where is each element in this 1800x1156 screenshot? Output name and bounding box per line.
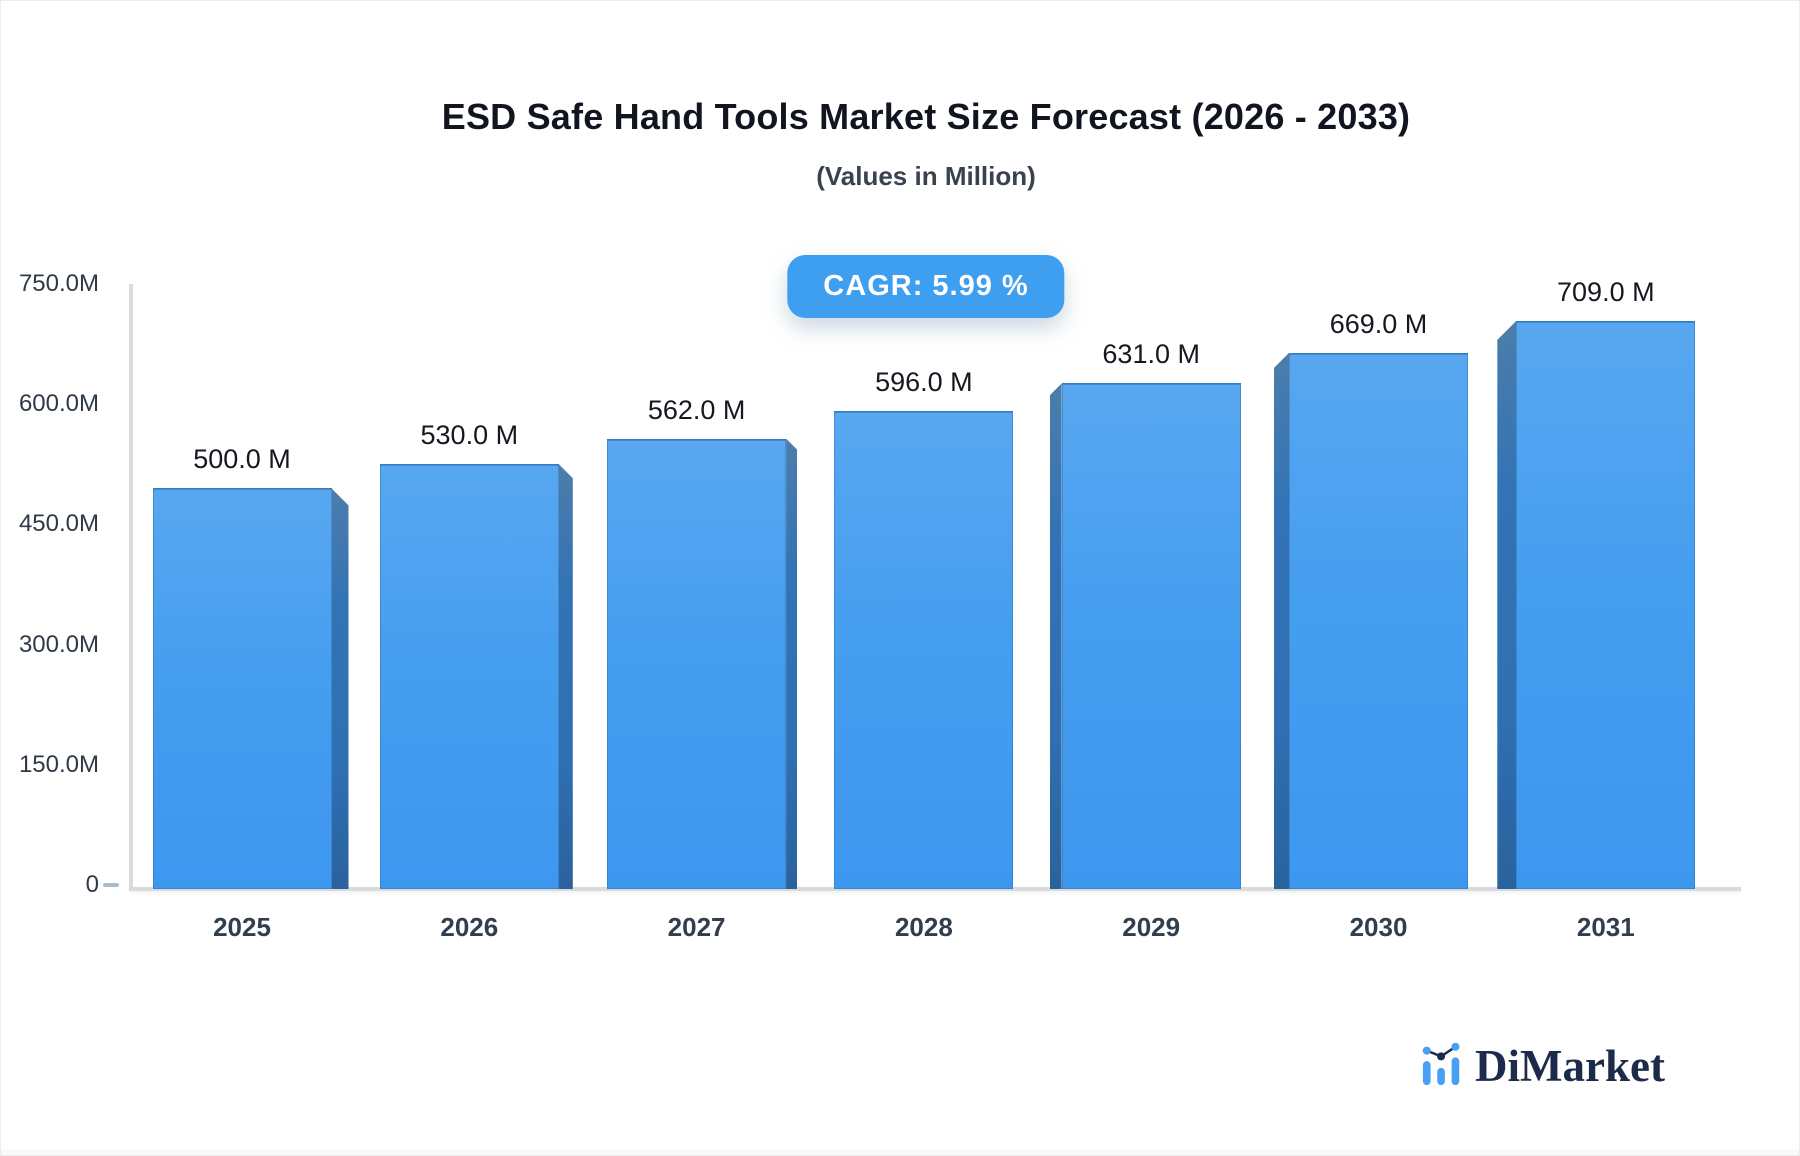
bar-2030 <box>1289 352 1468 889</box>
x-axis-label-2025: 2025 <box>213 912 271 942</box>
y-axis-tick-label: 750.0M <box>18 270 99 297</box>
bar-2026 <box>379 464 559 889</box>
bar-side-panel <box>1274 352 1289 889</box>
x-axis-label-2028: 2028 <box>894 912 953 942</box>
bar-2025 <box>152 488 332 889</box>
bar-2028 <box>834 411 1014 889</box>
y-axis-tick-label: 300.0M <box>18 630 99 658</box>
footer-strip <box>1 1149 1799 1155</box>
bar-value-label: 669.0 M <box>1329 308 1428 339</box>
bar-value-label: 596.0 M <box>875 367 973 398</box>
y-axis-line <box>129 284 133 887</box>
bar-2027 <box>607 438 787 889</box>
y-axis-tick-label: 150.0M <box>18 750 99 778</box>
x-axis-label-2031: 2031 <box>1576 912 1635 942</box>
bar-value-label: 530.0 M <box>420 420 519 451</box>
cagr-badge: CAGR: 5.99 % <box>787 255 1065 318</box>
bar-side-panel <box>331 488 349 889</box>
brand-logo: DiMarket <box>1421 1041 1665 1092</box>
bar-chart-logo-icon <box>1421 1042 1465 1092</box>
bar-side-panel <box>1049 383 1062 889</box>
y-axis-tick-label: 600.0M <box>18 390 99 418</box>
chart-title: ESD Safe Hand Tools Market Size Forecast… <box>441 96 1411 137</box>
zero-tick-dash <box>103 883 119 887</box>
bar-side-panel <box>786 438 798 889</box>
brand-name: DiMarket <box>1475 1041 1665 1091</box>
x-axis-line <box>129 887 1741 891</box>
x-axis-label-2030: 2030 <box>1349 912 1408 942</box>
x-axis-label-2029: 2029 <box>1122 912 1181 942</box>
bar-value-label: 631.0 M <box>1102 339 1200 370</box>
y-axis-tick-label: 450.0M <box>18 510 99 538</box>
bar-side-panel <box>558 464 573 889</box>
bar-value-label: 500.0 M <box>193 444 291 475</box>
bar-2029 <box>1061 383 1241 889</box>
bar-2031 <box>1516 320 1696 889</box>
y-axis-tick-label: 0 <box>85 871 99 898</box>
x-axis-label-2027: 2027 <box>667 912 726 942</box>
chart-subtitle: (Values in Million) <box>816 161 1036 191</box>
bar-side-panel <box>1497 320 1517 889</box>
bar-value-label: 709.0 M <box>1557 276 1655 307</box>
bar-value-label: 562.0 M <box>647 394 746 425</box>
x-axis-label-2026: 2026 <box>440 912 499 942</box>
